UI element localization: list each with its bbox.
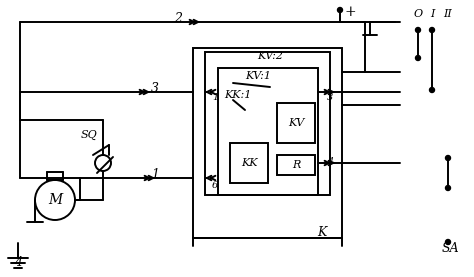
- Text: 3: 3: [151, 81, 159, 94]
- Text: KK:1: KK:1: [224, 90, 252, 100]
- Circle shape: [416, 55, 420, 60]
- Text: II: II: [444, 9, 452, 19]
- Text: KV:1: KV:1: [245, 71, 271, 81]
- Circle shape: [416, 27, 420, 32]
- Text: M: M: [48, 193, 62, 207]
- Text: KK: KK: [241, 158, 257, 168]
- Text: O: O: [413, 9, 422, 19]
- Text: KV: KV: [288, 118, 304, 128]
- Circle shape: [446, 240, 450, 245]
- Text: 2: 2: [174, 12, 182, 24]
- Circle shape: [429, 27, 435, 32]
- Circle shape: [446, 155, 450, 160]
- Text: 4: 4: [14, 255, 22, 268]
- Text: I: I: [430, 9, 434, 19]
- Text: R: R: [292, 160, 300, 170]
- Circle shape: [429, 88, 435, 93]
- Text: 1: 1: [212, 94, 218, 102]
- Text: SQ: SQ: [81, 130, 97, 140]
- Text: KV:2: KV:2: [257, 51, 283, 61]
- Circle shape: [446, 186, 450, 191]
- Text: 6: 6: [212, 181, 218, 191]
- Text: +: +: [344, 5, 356, 19]
- Text: 1: 1: [151, 168, 159, 181]
- Text: SA: SA: [441, 242, 459, 255]
- Text: K: K: [317, 225, 327, 238]
- Circle shape: [337, 7, 343, 12]
- Text: 4: 4: [327, 158, 333, 166]
- Text: 3: 3: [327, 94, 333, 102]
